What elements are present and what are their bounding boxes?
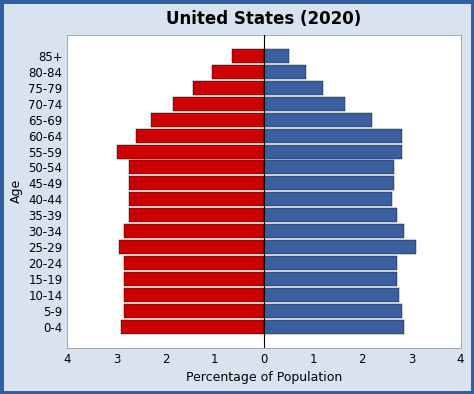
Bar — [264, 160, 394, 175]
Bar — [264, 272, 397, 286]
Bar — [264, 208, 397, 222]
Bar — [124, 256, 264, 270]
Bar — [232, 49, 264, 63]
Bar — [264, 288, 399, 302]
Bar — [264, 49, 289, 63]
X-axis label: Percentage of Population: Percentage of Population — [186, 371, 342, 384]
Bar — [264, 145, 401, 158]
Bar — [129, 208, 264, 222]
Title: United States (2020): United States (2020) — [166, 10, 362, 28]
Bar — [151, 113, 264, 127]
Bar — [212, 65, 264, 79]
Bar — [136, 128, 264, 143]
Bar — [124, 224, 264, 238]
Bar — [264, 224, 404, 238]
Bar — [264, 240, 416, 254]
Bar — [117, 145, 264, 158]
Bar — [129, 177, 264, 190]
Bar — [264, 128, 401, 143]
Bar — [264, 304, 401, 318]
Bar — [129, 160, 264, 175]
Bar — [124, 288, 264, 302]
Bar — [193, 81, 264, 95]
Bar — [264, 113, 372, 127]
Bar — [264, 81, 323, 95]
Bar — [264, 256, 397, 270]
Bar — [129, 192, 264, 206]
Bar — [124, 304, 264, 318]
Bar — [264, 177, 394, 190]
Bar — [264, 97, 345, 111]
Bar — [264, 192, 392, 206]
Bar — [264, 320, 404, 334]
Y-axis label: Age: Age — [10, 179, 23, 203]
Bar — [264, 65, 306, 79]
Bar — [121, 320, 264, 334]
Bar — [173, 97, 264, 111]
Bar — [119, 240, 264, 254]
Bar — [124, 272, 264, 286]
